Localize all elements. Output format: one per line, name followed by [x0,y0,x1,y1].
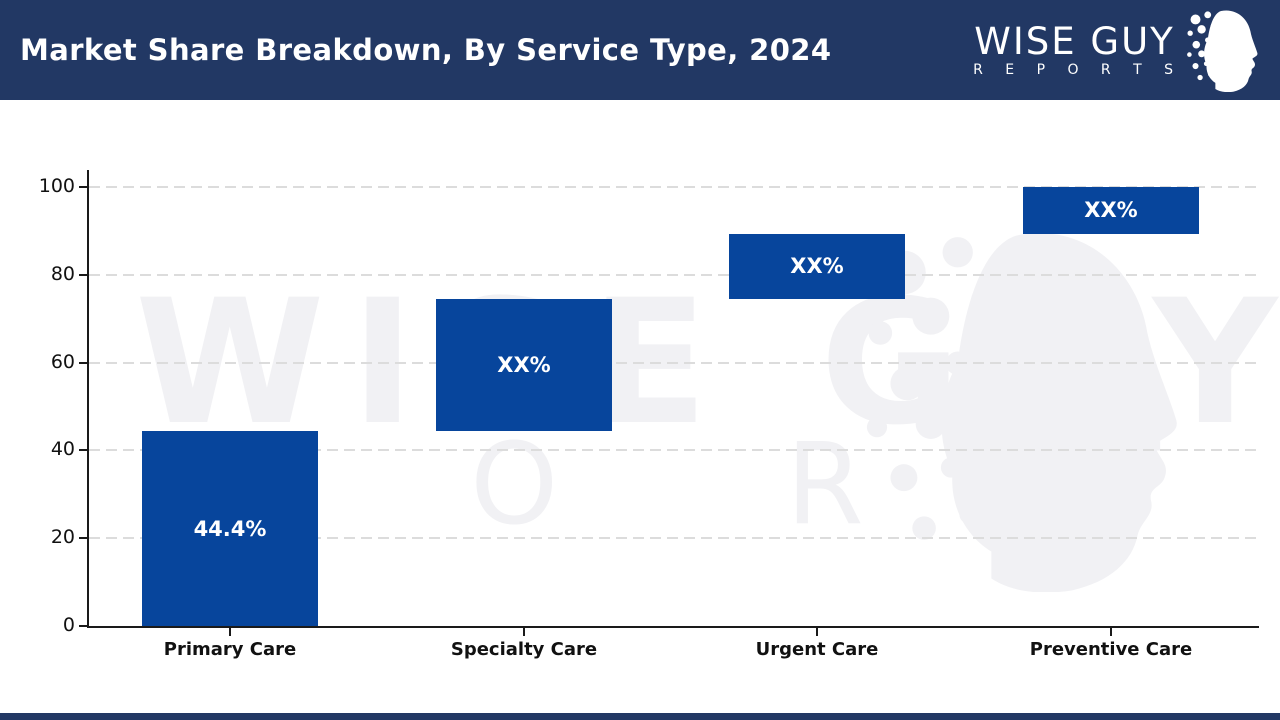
logo-subtitle: R E P O R T S [973,62,1182,78]
bar-value-label: XX% [790,254,844,279]
x-axis-tick [1110,628,1112,636]
x-category-label: Primary Care [163,639,297,660]
y-tick-label: 0 [62,614,75,636]
watermark-face-icon [866,233,1177,592]
gridline [89,273,1262,276]
header-bar: Market Share Breakdown, By Service Type,… [0,0,1280,100]
x-category-label: Urgent Care [755,639,879,660]
y-axis-tick [79,361,88,364]
x-axis-tick [229,628,231,636]
y-tick-label: 60 [50,350,75,373]
bar-value-label: XX% [1084,198,1138,223]
bar-value-label: 44.4% [193,516,267,541]
x-category-label: Preventive Care [1029,639,1193,660]
page-title: Market Share Breakdown, By Service Type,… [20,33,832,67]
x-axis-tick [816,628,818,636]
y-tick-label: 40 [50,438,75,461]
bar-preventive-care: XX% [1023,187,1199,234]
footer-bar [0,713,1280,720]
x-axis-tick [523,628,525,636]
y-axis-tick [79,449,88,452]
y-axis-line [87,170,89,628]
y-tick-label: 20 [50,526,75,549]
bar-specialty-care: XX% [436,299,612,432]
y-tick-label: 100 [38,175,75,197]
y-tick-label: 80 [50,262,75,285]
gridline [89,186,1262,188]
y-axis-tick [79,273,88,276]
logo-text: WISE GUY R E P O R T S [967,23,1182,77]
logo-wordmark: WISE GUY [974,20,1175,63]
x-axis-line [87,626,1259,628]
y-axis-tick [79,186,88,188]
bar-value-label: XX% [497,353,551,378]
logo-face-icon [1187,10,1258,92]
gridline [89,537,1262,540]
gridline [89,361,1262,364]
y-axis-tick [79,625,88,627]
gridline [89,449,1262,452]
bar-urgent-care: XX% [729,233,905,300]
bar-primary-care: 44.4% [142,431,318,626]
wise-guy-logo: WISE GUY R E P O R T S [967,8,1280,92]
x-category-label: Specialty Care [450,639,598,660]
y-axis-tick [79,537,88,540]
